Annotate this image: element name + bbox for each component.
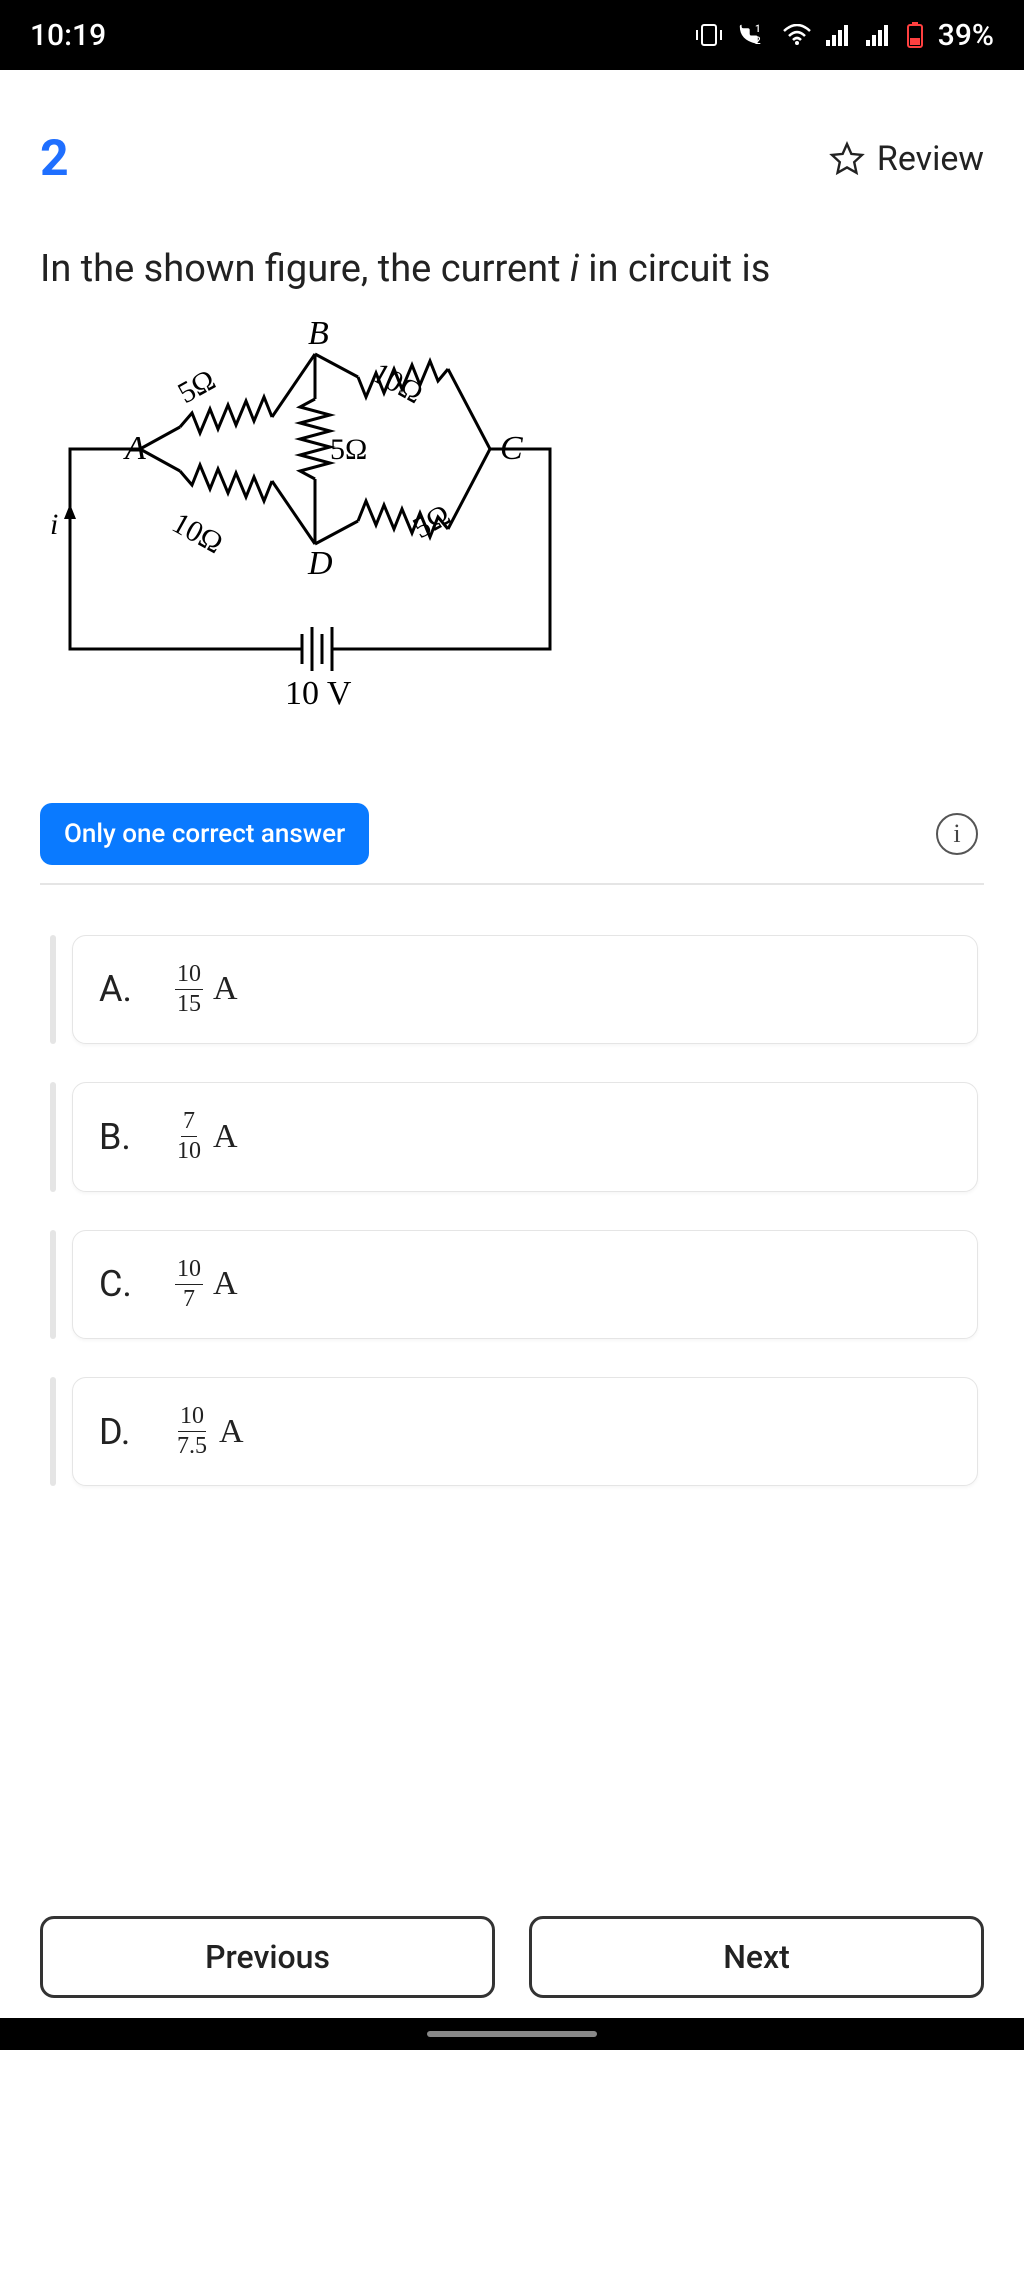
badge-row: Only one correct answer i — [40, 803, 984, 865]
svg-text:5Ω: 5Ω — [330, 433, 367, 466]
divider — [40, 883, 984, 885]
svg-text:10Ω: 10Ω — [167, 507, 229, 561]
svg-text:D: D — [307, 545, 333, 582]
svg-text:5Ω: 5Ω — [172, 363, 221, 410]
status-time: 10:19 — [30, 18, 106, 53]
svg-text:1: 1 — [755, 24, 761, 35]
svg-text:10Ω: 10Ω — [367, 357, 429, 411]
question-header: 2 Review — [40, 130, 984, 188]
option-d[interactable]: D. 107.5 A — [50, 1377, 978, 1486]
question-text-part2: in circuit is — [588, 247, 770, 291]
question-i-symbol: i — [570, 247, 588, 291]
star-icon — [829, 141, 865, 177]
signal-icon-1 — [826, 24, 852, 46]
options-list: A. 1015 A B. 710 A C. 107 — [50, 935, 978, 1487]
signal-icon-2 — [866, 24, 892, 46]
status-bar: 10:19 12 39% — [0, 0, 1024, 70]
option-value: 1015 A — [175, 962, 238, 1017]
battery-text: 39% — [938, 18, 994, 53]
circuit-diagram: A B C D 5Ω 10Ω 5Ω 10Ω 5Ω i 10 V — [50, 309, 984, 713]
info-icon[interactable]: i — [936, 813, 978, 855]
svg-text:2: 2 — [755, 36, 761, 47]
option-value: 107.5 A — [175, 1404, 244, 1459]
question-text: In the shown figure, the current i in ci… — [40, 244, 984, 295]
nav-buttons: Previous Next — [0, 1916, 1024, 2018]
option-letter: C. — [99, 1263, 145, 1305]
home-indicator[interactable] — [427, 2031, 597, 2037]
option-bar — [50, 1230, 56, 1339]
option-bar — [50, 935, 56, 1044]
option-value: 107 A — [175, 1257, 238, 1312]
option-letter: B. — [99, 1116, 145, 1158]
option-b[interactable]: B. 710 A — [50, 1082, 978, 1191]
svg-text:i: i — [50, 508, 58, 541]
option-bar — [50, 1377, 56, 1486]
option-bar — [50, 1082, 56, 1191]
previous-button[interactable]: Previous — [40, 1916, 495, 1998]
svg-text:B: B — [308, 315, 329, 352]
option-c[interactable]: C. 107 A — [50, 1230, 978, 1339]
svg-text:5Ω: 5Ω — [407, 498, 456, 545]
call-icon: 12 — [738, 22, 768, 48]
battery-icon — [906, 22, 924, 48]
option-letter: D. — [99, 1411, 145, 1453]
wifi-icon — [782, 24, 812, 46]
option-value: 710 A — [175, 1109, 238, 1164]
svg-text:C: C — [500, 430, 523, 467]
svg-text:10 V: 10 V — [285, 675, 352, 709]
option-letter: A. — [99, 968, 145, 1010]
question-text-part1: In the shown figure, the current — [40, 247, 570, 291]
vibrate-icon — [694, 23, 724, 47]
review-button[interactable]: Review — [829, 139, 984, 179]
option-a[interactable]: A. 1015 A — [50, 935, 978, 1044]
system-nav-bar — [0, 2018, 1024, 2050]
review-label: Review — [877, 139, 984, 179]
answer-type-badge: Only one correct answer — [40, 803, 369, 865]
question-number: 2 — [40, 130, 69, 188]
svg-text:A: A — [123, 430, 146, 467]
status-right: 12 39% — [694, 18, 994, 53]
next-button[interactable]: Next — [529, 1916, 984, 1998]
